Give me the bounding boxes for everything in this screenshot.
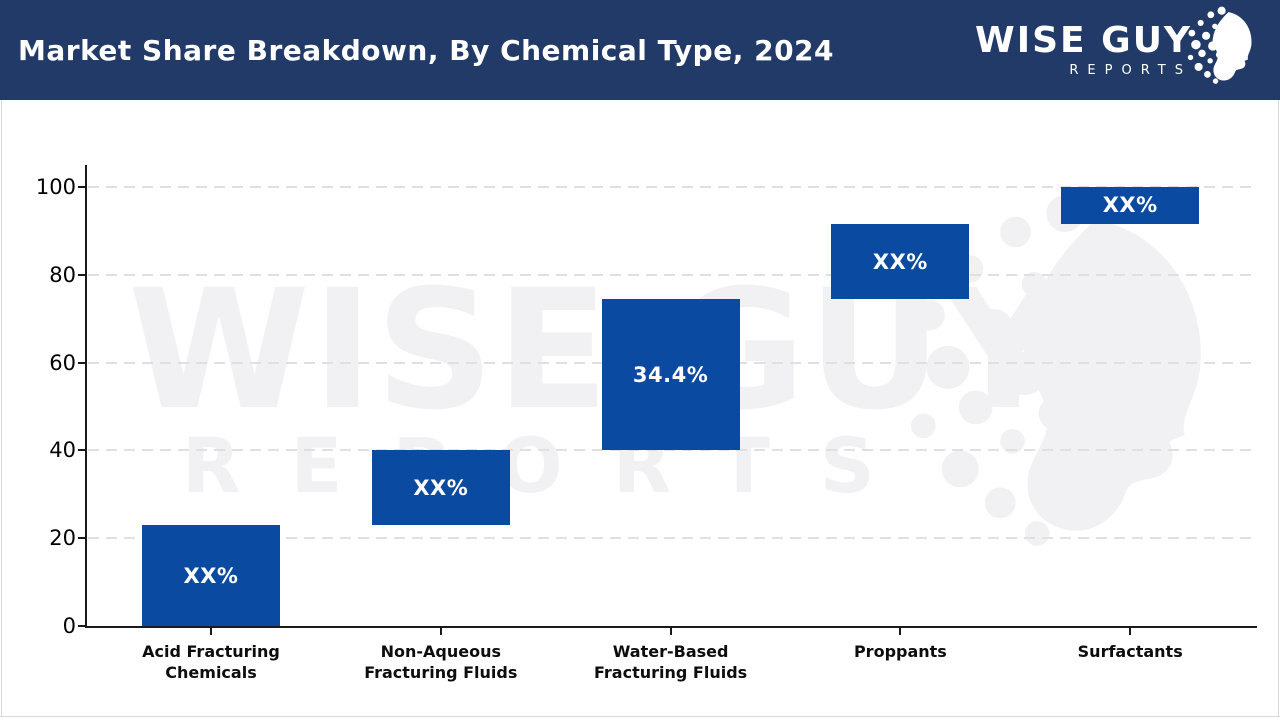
chart-title: Market Share Breakdown, By Chemical Type… (18, 33, 835, 67)
y-tick-20 (78, 537, 85, 540)
y-tick-60 (78, 361, 85, 364)
bar-segment: XX% (371, 450, 510, 526)
x-tick (669, 628, 672, 635)
gridline-100 (88, 186, 1256, 188)
y-tick-label-20: 20 (49, 526, 76, 551)
category-label: Non-Aqueous Fracturing Fluids (364, 642, 518, 682)
y-tick-40 (78, 449, 85, 452)
y-tick-label-100: 100 (35, 175, 76, 199)
bar-value-label: XX% (183, 563, 239, 588)
x-tick (1129, 628, 1132, 635)
x-tick (899, 628, 902, 635)
logo-text: WISE GUY REPORTS (974, 19, 1192, 78)
watermark-subtitle: REPORTS (182, 421, 925, 510)
x-tick (210, 628, 212, 635)
gridline-20 (88, 537, 1256, 540)
x-tick (439, 628, 442, 635)
category-label: Surfactants (1077, 642, 1183, 661)
category-label: Proppants (853, 642, 947, 661)
x-axis-line (85, 626, 1257, 628)
bar-segment: 34.4% (601, 299, 740, 451)
y-tick-80 (78, 273, 85, 276)
y-tick-100 (78, 186, 85, 188)
y-tick-label-60: 60 (49, 350, 76, 375)
frame-bottom-border (0, 716, 1280, 717)
y-tick-label-80: 80 (49, 262, 76, 287)
header-bar: Market Share Breakdown, By Chemical Type… (0, 0, 1280, 100)
y-tick-label-40: 40 (49, 438, 76, 463)
bar-segment: XX% (1061, 187, 1200, 224)
y-tick-label-0: 0 (62, 614, 76, 638)
category-label: Acid Fracturing Chemicals (142, 642, 280, 682)
gridline-80 (88, 273, 1256, 276)
wiseguy-logo: WISE GUY REPORTS (975, 6, 1280, 94)
logo-face-icon (1180, 6, 1266, 94)
frame-right-border (1278, 100, 1279, 716)
y-tick-0 (78, 625, 85, 627)
category-label: Water-Based Fracturing Fluids (594, 642, 748, 682)
bar-segment: XX% (142, 525, 280, 626)
logo-wordmark: WISE GUY (974, 19, 1192, 61)
frame-left-border (1, 100, 2, 716)
bar-value-label: 34.4% (632, 362, 709, 387)
y-axis-line (85, 165, 87, 628)
logo-subtitle: REPORTS (1069, 62, 1192, 78)
bar-value-label: XX% (872, 249, 928, 274)
bar-value-label: XX% (413, 475, 469, 500)
bar-value-label: XX% (1102, 193, 1158, 218)
gridline-40 (88, 449, 1256, 452)
bar-segment: XX% (831, 223, 970, 300)
